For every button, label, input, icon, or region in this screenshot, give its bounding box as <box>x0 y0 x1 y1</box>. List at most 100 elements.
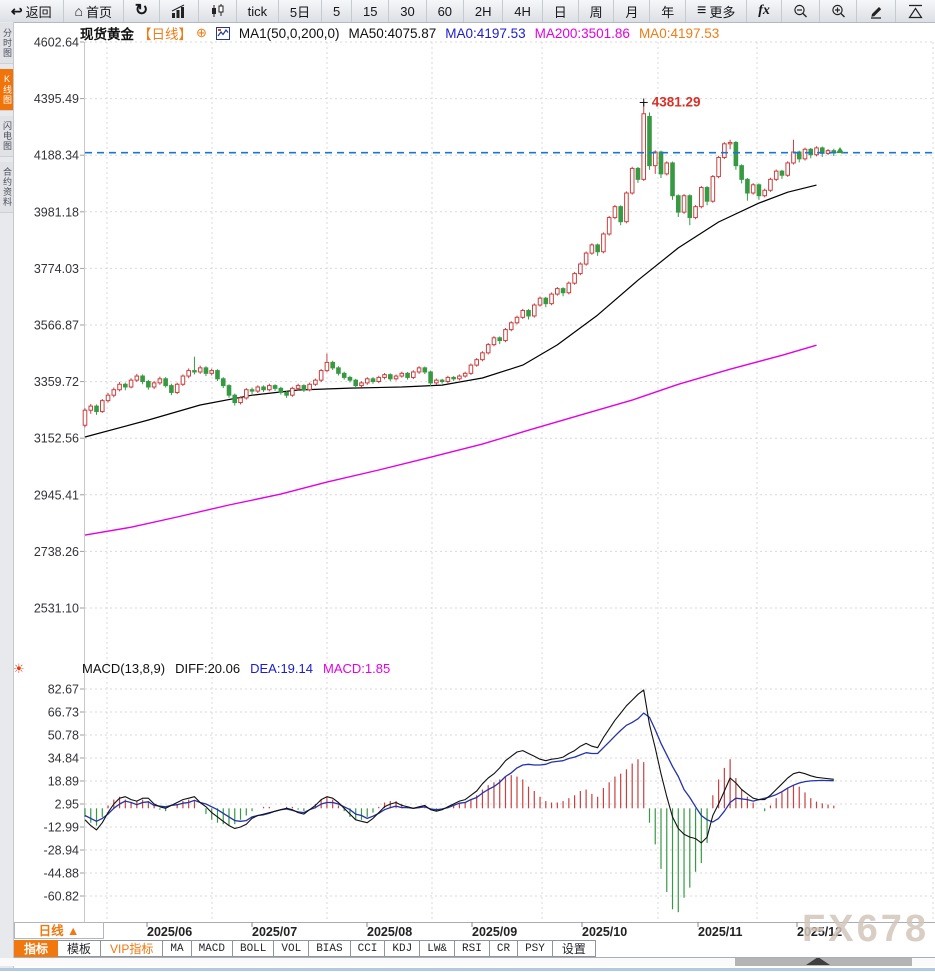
tab-indicator[interactable]: 指标 <box>14 940 59 957</box>
shapes-button[interactable] <box>896 0 935 22</box>
macd-diff-value: DIFF:20.06 <box>175 661 241 676</box>
xaxis-band <box>14 922 935 941</box>
left-sidebar: 分时图 K线图 闪电图 合约资料 <box>0 22 14 968</box>
home-label: 首页 <box>85 4 112 20</box>
back-label: 返回 <box>25 4 52 20</box>
svg-text:-44.88: -44.88 <box>44 867 79 881</box>
zoom-out-button[interactable] <box>782 0 820 22</box>
tab-vol[interactable]: VOL <box>274 940 310 957</box>
svg-text:82.67: 82.67 <box>48 683 79 697</box>
bar-chart-icon <box>171 4 187 18</box>
svg-text:2.95: 2.95 <box>55 798 79 812</box>
svg-text:34.84: 34.84 <box>48 752 79 766</box>
tab-kdj[interactable]: KDJ <box>385 940 421 957</box>
tick-button[interactable]: tick <box>237 0 280 22</box>
svg-text:4602.64: 4602.64 <box>34 36 79 50</box>
period-4h-button[interactable]: 4H <box>503 0 543 22</box>
tab-template[interactable]: 模板 <box>58 940 102 957</box>
fx-icon: fx <box>758 3 770 18</box>
hamburger-icon: ≡ <box>697 2 707 19</box>
period-5day-label: 5日 <box>289 4 311 20</box>
period-5-label: 5 <box>332 3 341 19</box>
home-icon: ⌂ <box>74 3 83 19</box>
home-button[interactable]: ⌂ 首页 <box>64 0 124 22</box>
period-60-button[interactable]: 60 <box>427 0 464 22</box>
back-icon: ↩ <box>10 3 23 19</box>
candlestick-button[interactable] <box>199 0 237 22</box>
svg-text:3152.56: 3152.56 <box>34 432 79 446</box>
tab-lw[interactable]: LW& <box>420 940 456 957</box>
ma0-value-blue: MA0:4197.53 <box>445 25 526 41</box>
formula-button[interactable]: fx <box>747 0 782 22</box>
svg-text:3359.72: 3359.72 <box>34 375 79 389</box>
period-month-button[interactable]: 月 <box>614 0 651 22</box>
period-5day-button[interactable]: 5日 <box>279 0 323 22</box>
tab-cr[interactable]: CR <box>489 940 519 957</box>
refresh-icon: ↻ <box>134 2 149 19</box>
period-2h-button[interactable]: 2H <box>464 0 504 22</box>
tab-settings[interactable]: 设置 <box>552 940 596 957</box>
period-year-button[interactable]: 年 <box>650 0 687 22</box>
scrollbar-grip-icon[interactable] <box>806 957 830 965</box>
more-button[interactable]: ≡ 更多 <box>686 0 748 22</box>
sidebar-tab-kline[interactable]: K线图 <box>0 69 13 111</box>
sidebar-tab-contract-info[interactable]: 合约资料 <box>0 162 13 213</box>
ma200-value: MA200:3501.86 <box>534 25 630 41</box>
back-button[interactable]: ↩ 返回 <box>0 0 64 22</box>
period-week-button[interactable]: 周 <box>579 0 615 22</box>
zoom-out-icon <box>793 4 808 19</box>
tab-boll[interactable]: BOLL <box>232 940 275 957</box>
svg-text:2945.41: 2945.41 <box>34 488 79 502</box>
period-week-label: 周 <box>589 4 603 20</box>
tab-psy[interactable]: PSY <box>518 940 553 957</box>
tab-vip-indicator[interactable]: VIP指标 <box>101 940 164 957</box>
triangle-tool-icon <box>907 4 924 19</box>
tab-cci[interactable]: CCI <box>350 940 386 957</box>
svg-text:3981.18: 3981.18 <box>34 205 79 219</box>
period-day-button[interactable]: 日 <box>543 0 579 22</box>
bar-chart-button[interactable] <box>160 0 199 22</box>
macd-value: MACD:1.85 <box>322 661 391 676</box>
more-label: 更多 <box>709 4 736 20</box>
tab-macd[interactable]: MACD <box>191 940 233 957</box>
ma50-value: MA50:4075.87 <box>348 25 437 41</box>
indicator-settings-icon[interactable] <box>215 26 230 40</box>
bottom-scrollbar[interactable] <box>0 957 935 966</box>
period-selector[interactable]: 日线 ▲ <box>14 922 104 939</box>
chart-header: 现货黄金 【日线】 ⊕ MA1(50,0,200,0) MA50:4075.87… <box>80 23 719 43</box>
tabbar-filler <box>596 940 935 957</box>
svg-text:18.89: 18.89 <box>48 775 79 789</box>
add-compare-icon[interactable]: ⊕ <box>196 25 207 40</box>
macd-dea-value: DEA:19.14 <box>250 661 313 676</box>
indicator-sun-icon[interactable]: ☀ <box>13 661 25 676</box>
svg-text:3566.87: 3566.87 <box>34 319 79 333</box>
tab-ma[interactable]: MA <box>163 940 192 957</box>
tab-bias[interactable]: BIAS <box>309 940 351 957</box>
ma-param: MA1(50,0,200,0) <box>238 25 340 41</box>
ma0-value-orange: MA0:4197.53 <box>638 25 720 41</box>
period-2h-label: 2H <box>474 3 492 19</box>
refresh-button[interactable]: ↻ <box>124 0 161 22</box>
pencil-icon <box>868 4 884 19</box>
svg-text:4395.49: 4395.49 <box>34 92 79 106</box>
tab-rsi[interactable]: RSI <box>455 940 490 957</box>
tick-label: tick <box>247 3 268 19</box>
svg-text:-12.99: -12.99 <box>44 821 79 835</box>
period-30-button[interactable]: 30 <box>389 0 427 22</box>
sidebar-tab-lightning[interactable]: 闪电图 <box>0 116 13 157</box>
zoom-in-button[interactable] <box>820 0 858 22</box>
draw-button[interactable] <box>857 0 897 22</box>
svg-text:2531.10: 2531.10 <box>34 602 79 616</box>
period-5-button[interactable]: 5 <box>322 0 353 22</box>
period-15-label: 15 <box>363 3 378 19</box>
sidebar-tab-timeline[interactable]: 分时图 <box>0 23 13 64</box>
macd-header: MACD(13,8,9) DIFF:20.06 DEA:19.14 MACD:1… <box>82 661 390 676</box>
window-bottom-edge <box>0 968 935 971</box>
svg-text:4188.34: 4188.34 <box>34 149 79 163</box>
svg-text:3774.03: 3774.03 <box>34 262 79 276</box>
svg-text:-28.94: -28.94 <box>44 844 79 858</box>
period-4h-label: 4H <box>514 3 531 19</box>
period-15-button[interactable]: 15 <box>352 0 390 22</box>
